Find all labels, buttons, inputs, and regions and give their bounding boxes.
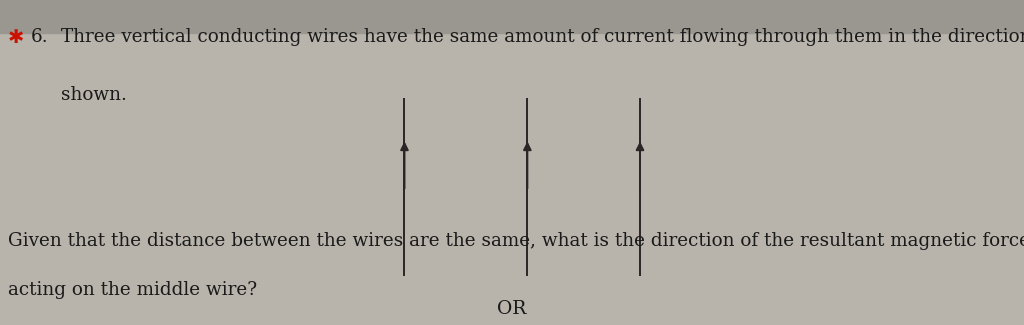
Text: OR: OR: [498, 301, 526, 318]
Text: Three vertical conducting wires have the same amount of current flowing through : Three vertical conducting wires have the…: [61, 28, 1024, 46]
Text: 6.: 6.: [31, 28, 48, 46]
Text: acting on the middle wire?: acting on the middle wire?: [8, 281, 257, 299]
Bar: [0, 0, 1024, 32]
Text: Given that the distance between the wires are the same, what is the direction of: Given that the distance between the wire…: [8, 232, 1024, 250]
Text: shown.: shown.: [61, 86, 127, 104]
Text: ✱: ✱: [8, 28, 25, 46]
